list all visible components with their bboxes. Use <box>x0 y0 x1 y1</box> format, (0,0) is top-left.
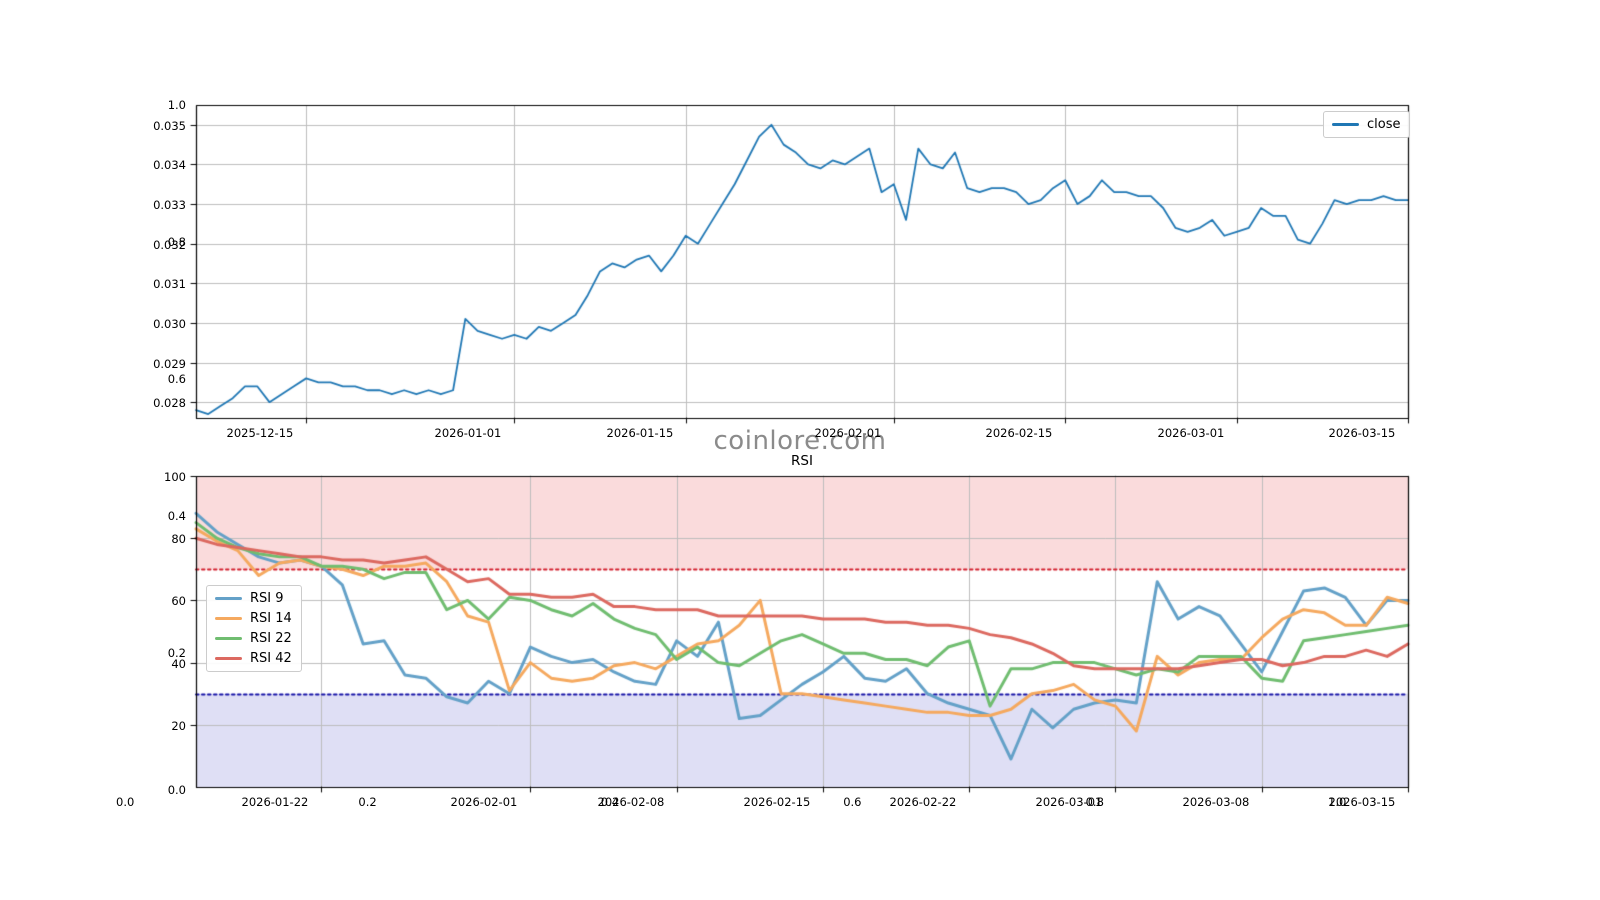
y-tick-label: 0.029 <box>153 356 186 371</box>
rsi9-line-swatch <box>215 597 242 600</box>
y-tick-label: 0.035 <box>153 118 186 133</box>
x-tick-label: 2026-02-01 <box>814 426 882 440</box>
overlay-y-tick-label: 0.0 <box>167 783 186 797</box>
x-tick-label: 2026-03-08 <box>1182 795 1250 809</box>
legend-item-rsi42: RSI 42 <box>215 651 292 666</box>
rsi22-line-swatch <box>215 637 242 640</box>
y-tick-label: 60 <box>171 593 186 608</box>
legend-label-close: close <box>1367 117 1401 132</box>
overlay-x-tick-label: 0.4 <box>600 795 620 809</box>
overlay-x-tick-label: 0.6 <box>843 795 862 809</box>
overlay-x-tick-label: 0.0 <box>116 795 135 809</box>
x-tick-label: 2026-03-01 <box>1035 795 1103 809</box>
y-tick-label: 20 <box>171 718 186 733</box>
x-tick-label: 2026-03-15 <box>1328 795 1396 809</box>
legend-label-rsi14: RSI 14 <box>250 611 292 626</box>
y-tick-label: 0.030 <box>153 316 186 331</box>
x-tick-label: 2026-02-22 <box>889 795 957 809</box>
x-tick-label: 2026-02-01 <box>450 795 518 809</box>
x-tick-label: 2026-01-22 <box>241 795 309 809</box>
overlay-y-tick-label: 0.8 <box>167 235 186 249</box>
y-tick-label: 100 <box>164 469 186 484</box>
legend-label-rsi22: RSI 22 <box>250 631 292 646</box>
x-tick-label: 2026-03-01 <box>1157 426 1225 440</box>
price-legend: close <box>1323 111 1411 138</box>
x-tick-label: 2026-02-15 <box>743 795 811 809</box>
watermark: coinlore.com <box>713 426 887 456</box>
x-tick-label: 2026-01-15 <box>606 426 674 440</box>
x-tick-label: 2026-01-01 <box>434 426 502 440</box>
y-tick-label: 0.028 <box>153 395 186 410</box>
overlay-x-tick-label: 1.0 <box>1328 795 1347 809</box>
x-tick-label: 2026-03-15 <box>1328 426 1396 440</box>
y-tick-label: 0.033 <box>153 197 186 212</box>
legend-item-close: close <box>1332 117 1400 132</box>
legend-label-rsi9: RSI 9 <box>250 591 284 606</box>
legend-item-rsi9: RSI 9 <box>215 591 292 606</box>
rsi-panel-title: RSI <box>791 453 813 469</box>
legend-item-rsi14: RSI 14 <box>215 611 292 626</box>
rsi42-line-swatch <box>215 657 242 660</box>
x-tick-label: 2025-12-15 <box>226 426 294 440</box>
y-tick-label: 0.032 <box>153 237 186 252</box>
x-tick-label: 2026-02-15 <box>985 426 1053 440</box>
x-tick-label: 2026-02-08 <box>597 795 665 809</box>
overlay-y-tick-label: 0.2 <box>167 646 186 660</box>
legend-item-rsi22: RSI 22 <box>215 631 292 646</box>
y-tick-label: 40 <box>171 656 186 671</box>
overlay-y-tick-label: 0.4 <box>167 509 186 523</box>
y-tick-label: 0.031 <box>153 276 186 291</box>
y-tick-label: 0.034 <box>153 157 186 172</box>
y-tick-label: 80 <box>171 531 186 546</box>
rsi-legend: RSI 9 RSI 14 RSI 22 RSI 42 <box>206 585 302 672</box>
overlay-y-tick-label: 0.6 <box>167 372 186 386</box>
rsi14-line-swatch <box>215 617 242 620</box>
close-line-swatch <box>1332 123 1359 126</box>
legend-label-rsi42: RSI 42 <box>250 651 292 666</box>
overlay-x-tick-label: 0.8 <box>1085 795 1104 809</box>
overlay-x-tick-label: 0.2 <box>358 795 377 809</box>
overlay-y-tick-label: 1.0 <box>167 98 186 112</box>
